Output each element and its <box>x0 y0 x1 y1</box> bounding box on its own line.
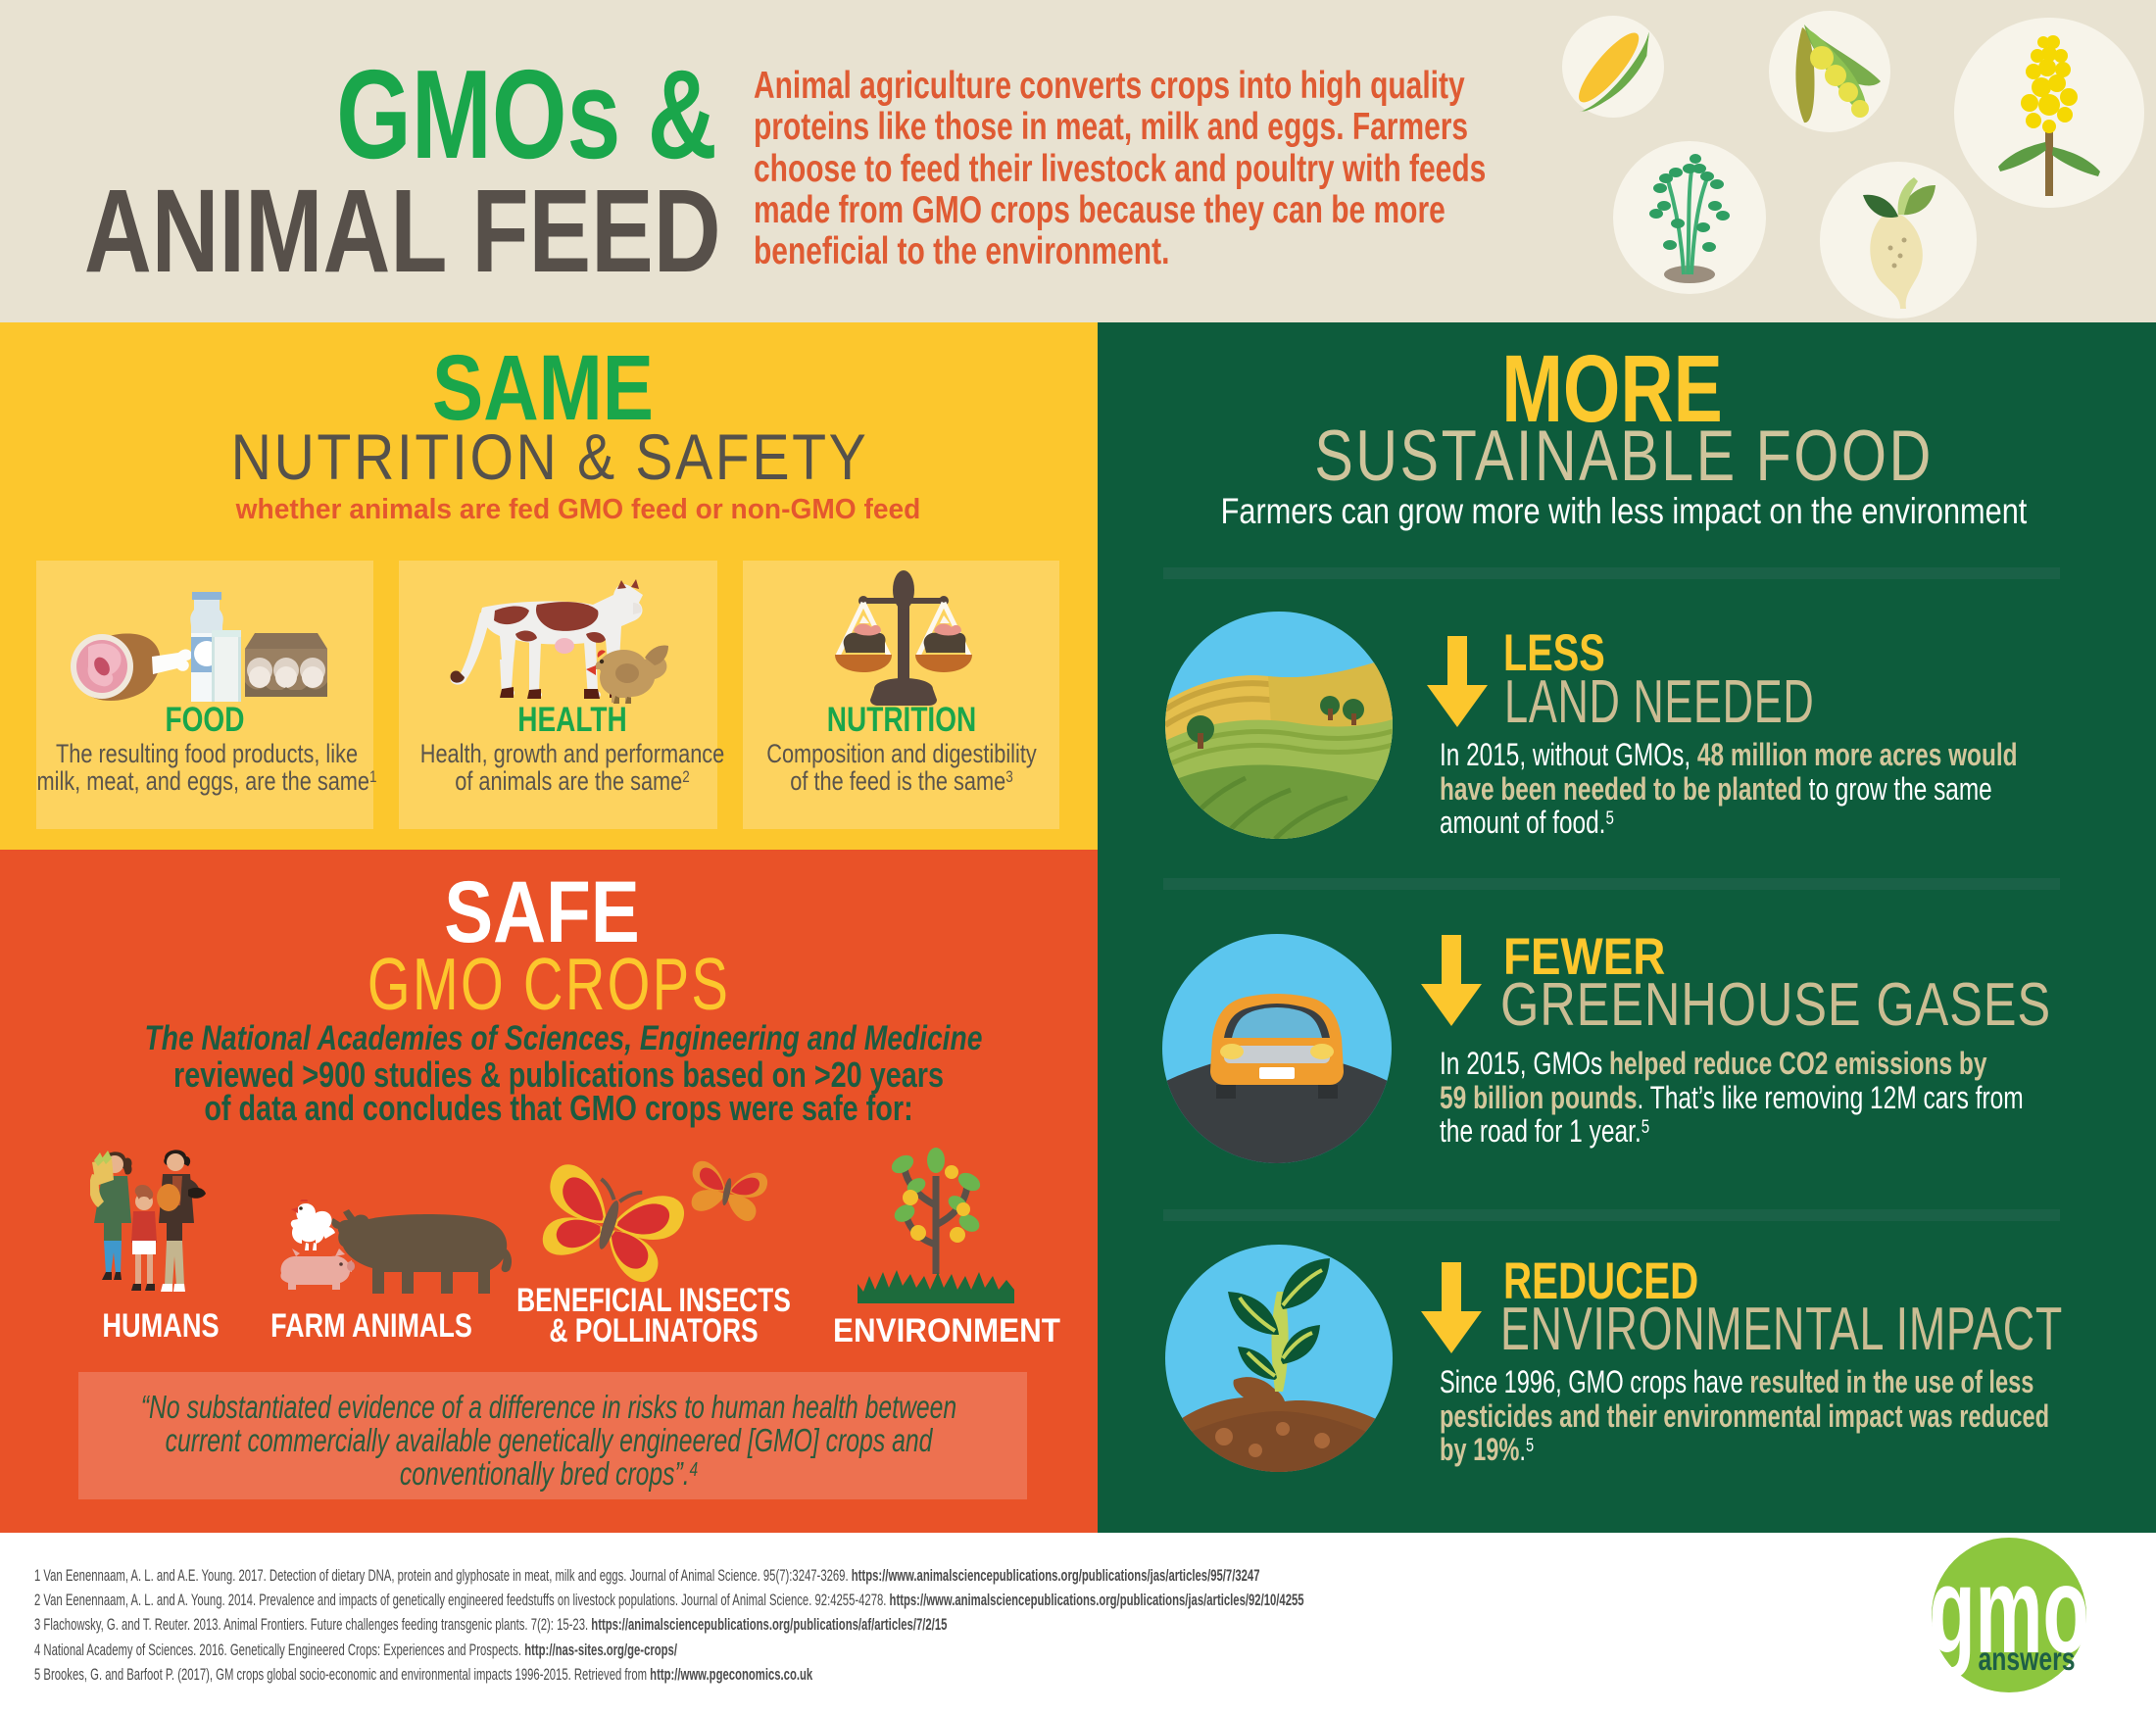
svg-text:answers: answers <box>1978 1642 2075 1678</box>
svg-text:gmo: gmo <box>1929 1543 2089 1679</box>
